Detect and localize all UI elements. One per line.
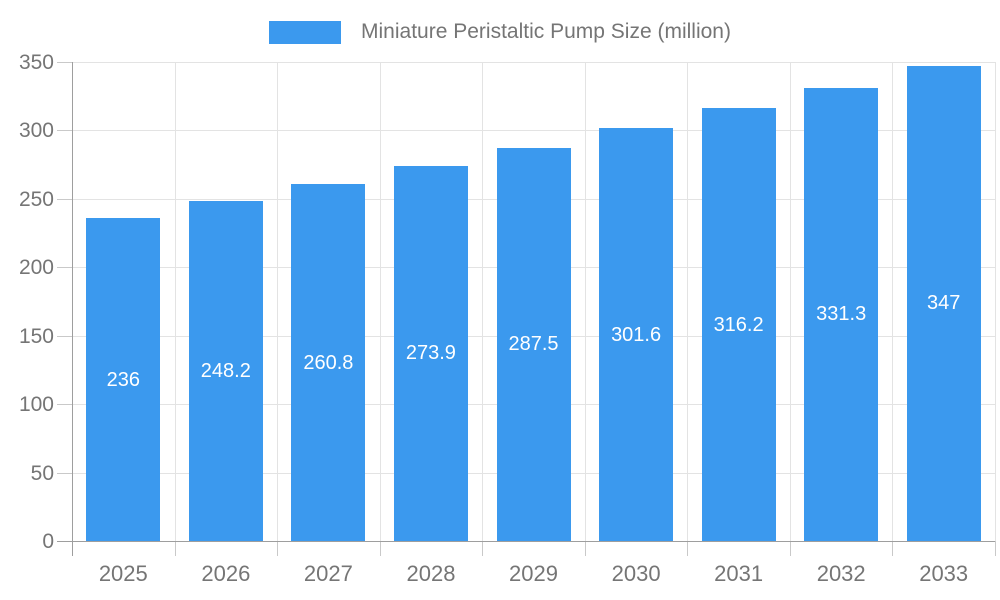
bar-value-label: 248.2 — [200, 360, 251, 383]
x-tick — [72, 541, 73, 556]
x-axis-label: 2026 — [201, 561, 251, 586]
x-tick — [482, 541, 483, 556]
y-axis-label: 150 — [18, 325, 54, 348]
bar-value-label: 316.2 — [713, 313, 764, 336]
x-tick — [892, 541, 893, 556]
x-axis-label: 2031 — [714, 561, 764, 586]
bar-value-label: 301.6 — [611, 323, 662, 346]
gridline-v — [687, 62, 688, 541]
bar[interactable]: 273.9 — [393, 166, 468, 541]
bar-value-label: 287.5 — [508, 333, 559, 356]
gridline-v — [892, 62, 893, 541]
y-axis-line — [72, 62, 73, 541]
x-tick — [790, 541, 791, 556]
x-axis-line — [72, 541, 995, 542]
gridline-h — [72, 62, 995, 63]
y-tick — [57, 199, 72, 200]
gridline-v — [277, 62, 278, 541]
gridline-h — [72, 130, 995, 131]
bar[interactable]: 236 — [86, 218, 161, 541]
bar[interactable]: 347 — [906, 66, 981, 541]
y-tick — [57, 541, 72, 542]
y-tick — [57, 473, 72, 474]
bar-value-label: 273.9 — [405, 342, 456, 365]
x-axis-label: 2032 — [816, 561, 866, 586]
bar[interactable]: 301.6 — [599, 128, 674, 541]
gridline-v — [995, 62, 996, 541]
x-axis-label: 2030 — [611, 561, 661, 586]
y-axis-label: 50 — [30, 462, 54, 485]
y-axis-label: 0 — [42, 530, 54, 553]
bar-value-label: 260.8 — [303, 351, 354, 374]
x-axis-label: 2033 — [919, 561, 969, 586]
y-axis-label: 350 — [18, 51, 54, 74]
legend-swatch-icon — [269, 20, 342, 44]
y-axis-label: 200 — [18, 256, 54, 279]
y-tick — [57, 404, 72, 405]
bar-value-label: 331.3 — [816, 303, 867, 326]
gridline-v — [585, 62, 586, 541]
x-tick — [687, 541, 688, 556]
x-tick — [380, 541, 381, 556]
bar-value-label: 347 — [927, 292, 961, 315]
gridline-v — [380, 62, 381, 541]
bar[interactable]: 287.5 — [496, 147, 571, 541]
x-axis-label: 2027 — [303, 561, 353, 586]
x-tick — [585, 541, 586, 556]
y-tick — [57, 62, 72, 63]
bar[interactable]: 248.2 — [188, 201, 263, 541]
x-tick — [277, 541, 278, 556]
bar-value-label: 236 — [106, 368, 140, 391]
bar[interactable]: 260.8 — [291, 184, 366, 541]
x-axis-label: 2025 — [98, 561, 148, 586]
y-axis-label: 300 — [18, 119, 54, 142]
x-axis-label: 2029 — [509, 561, 558, 586]
gridline-v — [175, 62, 176, 541]
legend-label: Miniature Peristaltic Pump Size (million… — [361, 20, 731, 43]
bar[interactable]: 331.3 — [804, 87, 879, 541]
y-axis-label: 250 — [18, 188, 54, 211]
y-tick — [57, 267, 72, 268]
x-tick — [175, 541, 176, 556]
x-axis-label: 2028 — [406, 561, 456, 586]
gridline-v — [790, 62, 791, 541]
legend-item[interactable]: Miniature Peristaltic Pump Size (million… — [0, 16, 1000, 48]
x-tick — [995, 541, 996, 556]
bar[interactable]: 316.2 — [701, 108, 776, 541]
y-tick — [57, 130, 72, 131]
y-axis-label: 100 — [18, 393, 54, 416]
gridline-v — [482, 62, 483, 541]
y-tick — [57, 336, 72, 337]
